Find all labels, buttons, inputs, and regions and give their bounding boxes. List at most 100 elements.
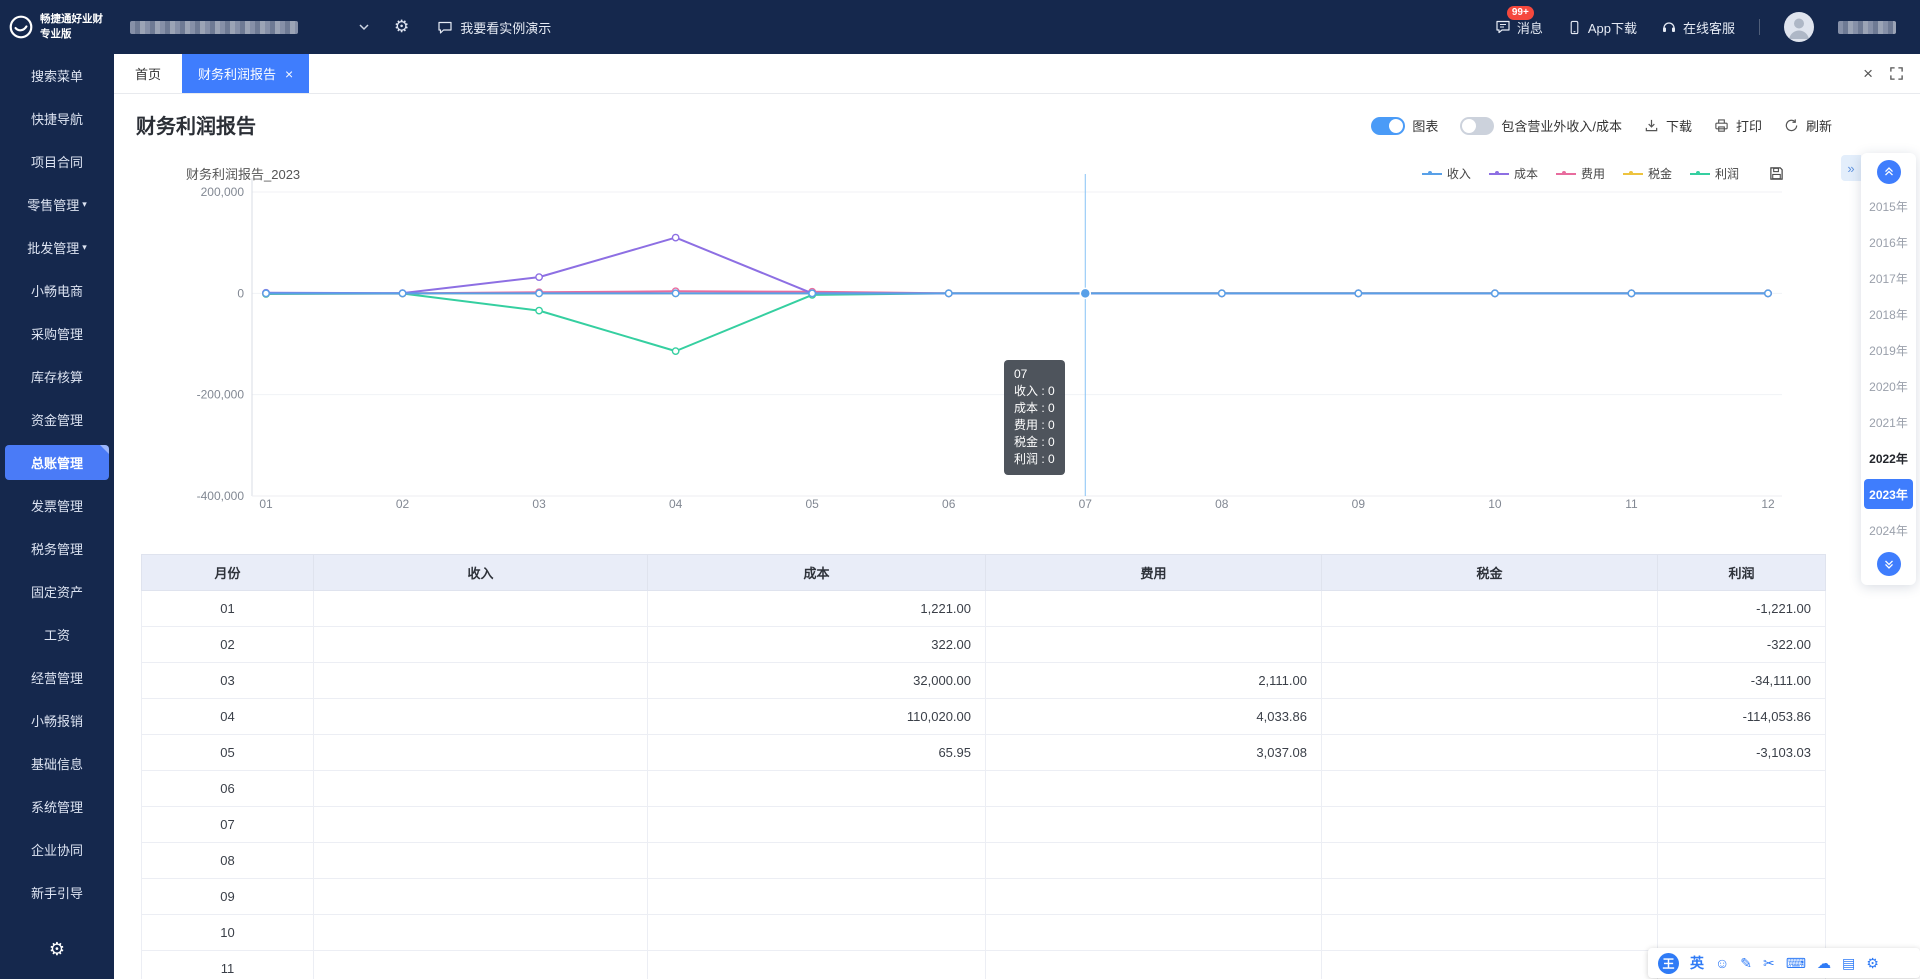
report-table: 月份 收入 成本 费用 税金 利润 01 1,221.00 -1,221.00 bbox=[141, 554, 1826, 979]
sidebar: 畅捷通好业财 专业版 搜索菜单 ▾ 快捷导航 ▾ 项目合同 ▾ 零售管理 ▾ bbox=[0, 0, 114, 979]
year-item[interactable]: 2021年 bbox=[1864, 407, 1913, 437]
tooltip-line: 费用 : 0 bbox=[1014, 418, 1055, 432]
cell-profit: -3,103.03 bbox=[1657, 734, 1826, 771]
page-title: 财务利润报告 bbox=[136, 116, 256, 138]
sidebar-item[interactable]: 系统管理 ▾ bbox=[0, 785, 114, 828]
fullscreen-icon[interactable] bbox=[1889, 66, 1904, 81]
cell-income bbox=[313, 626, 648, 663]
cell-tax bbox=[1321, 950, 1658, 979]
demo-link[interactable]: 我要看实例演示 bbox=[437, 18, 551, 37]
legend-marker bbox=[1555, 170, 1576, 175]
cell-expense: 3,037.08 bbox=[985, 734, 1322, 771]
collapse-year-panel-handle[interactable]: » bbox=[1841, 155, 1861, 181]
sidebar-item[interactable]: 小畅报销 ▾ bbox=[0, 699, 114, 742]
year-item[interactable]: 2017年 bbox=[1864, 263, 1913, 293]
sidebar-item[interactable]: 快捷导航 ▾ bbox=[0, 97, 114, 140]
tab-report[interactable]: 财务利润报告 × bbox=[182, 54, 310, 93]
tab-home[interactable]: 首页 bbox=[114, 54, 182, 93]
app-download-button[interactable]: App下载 bbox=[1567, 18, 1637, 37]
cell-cost bbox=[647, 914, 986, 951]
toggle-off-switch[interactable] bbox=[1460, 116, 1495, 135]
legend-item[interactable]: 收入 bbox=[1421, 165, 1471, 182]
scroll-up-button[interactable] bbox=[1876, 160, 1901, 184]
sidebar-item-label: 基础信息 bbox=[30, 757, 83, 772]
gear-icon[interactable]: ⚙ bbox=[394, 17, 410, 36]
message-icon bbox=[1495, 19, 1511, 35]
sidebar-item[interactable]: 总账管理 ▾ bbox=[0, 441, 114, 484]
legend-item[interactable]: 利润 bbox=[1689, 165, 1739, 182]
sidebar-item[interactable]: 批发管理 ▾ bbox=[0, 226, 114, 269]
ime-icon[interactable]: ✎ bbox=[1740, 954, 1753, 971]
close-icon[interactable]: × bbox=[1863, 63, 1873, 83]
print-button[interactable]: 打印 bbox=[1714, 116, 1762, 135]
cell-income bbox=[313, 950, 648, 979]
sidebar-settings-gear-icon[interactable]: ⚙ bbox=[48, 938, 66, 959]
year-item[interactable]: 2024年 bbox=[1864, 515, 1913, 545]
refresh-button[interactable]: 刷新 bbox=[1784, 116, 1832, 135]
scroll-down-button[interactable] bbox=[1876, 552, 1901, 576]
year-item[interactable]: 2020年 bbox=[1864, 371, 1913, 401]
messages-button[interactable]: 消息 99+ bbox=[1495, 5, 1543, 37]
nonoperating-toggle[interactable]: 包含营业外收入/成本 bbox=[1460, 116, 1622, 135]
legend-item[interactable]: 税金 bbox=[1622, 165, 1672, 182]
sidebar-item[interactable]: 采购管理 ▾ bbox=[0, 312, 114, 355]
sidebar-item[interactable]: 税务管理 ▾ bbox=[0, 527, 114, 570]
ime-icon[interactable]: ☺ bbox=[1715, 955, 1730, 971]
sidebar-item-label: 工资 bbox=[43, 628, 70, 643]
ime-icon[interactable]: ⚙ bbox=[1866, 954, 1879, 971]
legend-item[interactable]: 成本 bbox=[1488, 165, 1538, 182]
sidebar-item[interactable]: 工资 ▾ bbox=[0, 613, 114, 656]
year-item[interactable]: 2015年 bbox=[1864, 191, 1913, 221]
support-button[interactable]: 在线客服 bbox=[1661, 18, 1735, 37]
tab-close-icon[interactable]: × bbox=[285, 65, 294, 82]
tooltip-line: 收入 : 0 bbox=[1014, 384, 1055, 398]
cell-tax bbox=[1321, 806, 1658, 843]
sidebar-item[interactable]: 零售管理 ▾ bbox=[0, 183, 114, 226]
cell-cost bbox=[647, 806, 986, 843]
tab-report-label: 财务利润报告 bbox=[198, 67, 277, 82]
year-item-label: 2024年 bbox=[1869, 523, 1908, 538]
chart-view-toggle[interactable]: 图表 bbox=[1371, 116, 1438, 135]
sidebar-item[interactable]: 发票管理 ▾ bbox=[0, 484, 114, 527]
sidebar-item[interactable]: 经营管理 ▾ bbox=[0, 656, 114, 699]
sidebar-item[interactable]: 项目合同 ▾ bbox=[0, 140, 114, 183]
chart-canvas[interactable]: 200,000 0 -200,000 -400,000 01 02 03 04 05 06 07 08… bbox=[134, 158, 1874, 520]
sidebar-item[interactable]: 新手引导 ▾ bbox=[0, 871, 114, 914]
messages-badge: 99+ bbox=[1506, 5, 1534, 20]
sidebar-item[interactable]: 资金管理 ▾ bbox=[0, 398, 114, 441]
save-image-icon[interactable] bbox=[1769, 166, 1784, 181]
avatar[interactable] bbox=[1784, 12, 1814, 42]
cell-profit: -1,221.00 bbox=[1657, 590, 1826, 627]
table-row: 06 bbox=[141, 770, 1826, 807]
cell-expense bbox=[985, 842, 1322, 879]
legend-item[interactable]: 费用 bbox=[1555, 165, 1605, 182]
org-selector[interactable] bbox=[130, 20, 370, 34]
ime-icon[interactable]: ✂ bbox=[1763, 954, 1775, 971]
download-button[interactable]: 下载 bbox=[1644, 116, 1692, 135]
year-item[interactable]: 2019年 bbox=[1864, 335, 1913, 365]
sidebar-item[interactable]: 企业协同 ▾ bbox=[0, 828, 114, 871]
sidebar-item[interactable]: 固定资产 ▾ bbox=[0, 570, 114, 613]
cell-cost bbox=[647, 950, 986, 979]
year-item[interactable]: 2018年 bbox=[1864, 299, 1913, 329]
sidebar-item-label: 批发管理 bbox=[27, 241, 80, 256]
ime-icon[interactable]: ⌨ bbox=[1785, 954, 1806, 971]
year-item[interactable]: 2022年 bbox=[1864, 443, 1913, 473]
year-item[interactable]: 2016年 bbox=[1864, 227, 1913, 257]
sidebar-item[interactable]: 基础信息 ▾ bbox=[0, 742, 114, 785]
toggle-on-switch[interactable] bbox=[1371, 116, 1406, 135]
ime-language-toggle[interactable]: 英 bbox=[1690, 955, 1704, 971]
cell-expense: 2,111.00 bbox=[985, 662, 1322, 699]
tooltip-line: 税金 : 0 bbox=[1014, 435, 1055, 449]
sidebar-item[interactable]: 搜索菜单 ▾ bbox=[0, 54, 114, 97]
legend-marker bbox=[1689, 170, 1710, 175]
ime-icon[interactable]: ☁ bbox=[1816, 954, 1831, 971]
sidebar-item[interactable]: 库存核算 ▾ bbox=[0, 355, 114, 398]
year-item[interactable]: 2023年 bbox=[1864, 479, 1913, 509]
ime-icon[interactable]: ▤ bbox=[1841, 954, 1856, 971]
sidebar-item[interactable]: 小畅电商 ▾ bbox=[0, 269, 114, 312]
ime-logo[interactable]: 王 bbox=[1658, 952, 1679, 974]
svg-text:08: 08 bbox=[1215, 497, 1229, 511]
table-header-row: 月份 收入 成本 费用 税金 利润 bbox=[141, 554, 1826, 591]
cell-cost bbox=[647, 878, 986, 915]
